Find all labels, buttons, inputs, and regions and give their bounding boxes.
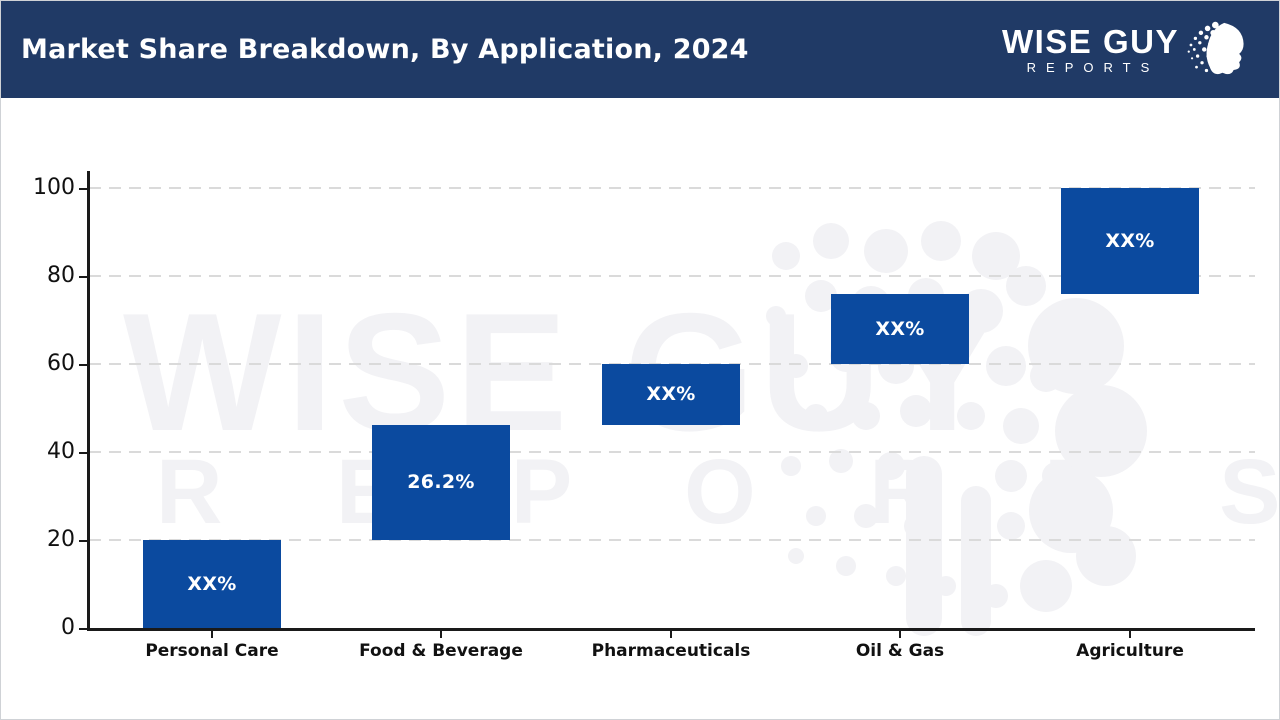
logo-subtitle: REPORTS — [1026, 59, 1160, 75]
y-axis-line — [87, 171, 90, 631]
bar-value-label: XX% — [187, 573, 237, 595]
x-axis-tick — [440, 631, 442, 638]
bar-agriculture: XX% — [1061, 188, 1199, 294]
page-title: Market Share Breakdown, By Application, … — [21, 34, 749, 65]
header-bar: Market Share Breakdown, By Application, … — [1, 1, 1279, 98]
logo-text: WISE GUY REPORTS — [1001, 22, 1179, 75]
x-axis-category-label: Food & Beverage — [359, 641, 523, 661]
x-axis-tick — [211, 631, 213, 638]
y-axis-tick — [79, 452, 87, 454]
bar-food-beverage: 26.2% — [372, 424, 510, 540]
bar-value-label: XX% — [646, 383, 696, 406]
x-axis-tick — [899, 631, 901, 638]
x-axis-category-label: Agriculture — [1076, 641, 1184, 661]
y-axis-tick — [79, 628, 87, 630]
gridline — [89, 275, 1255, 277]
x-axis-line — [87, 628, 1255, 631]
x-axis-category-label: Pharmaceuticals — [591, 641, 751, 661]
bar-value-label: XX% — [875, 317, 925, 340]
bar-value-label: 26.2% — [407, 471, 475, 494]
wise-guy-reports-logo: WISE GUY REPORTS — [1002, 15, 1253, 85]
y-axis-tick — [79, 188, 87, 190]
y-axis-tick — [79, 276, 87, 278]
bar-personal-care: XX% — [143, 540, 281, 628]
gridline — [89, 451, 1255, 453]
x-axis-category-label: Personal Care — [145, 641, 279, 661]
x-axis-category-label: Oil & Gas — [855, 641, 945, 661]
y-axis-tick-label: 100 — [33, 175, 75, 200]
y-axis-tick-label: 40 — [47, 439, 75, 464]
y-axis-tick — [79, 540, 87, 542]
y-axis-tick-label: 60 — [47, 351, 75, 376]
x-axis-tick — [670, 631, 672, 638]
logo-face-icon — [1187, 21, 1244, 74]
chart-canvas: WISE GUY R E P O R T S — [1, 98, 1279, 719]
bar-oil-gas: XX% — [831, 293, 969, 364]
gridline — [89, 539, 1255, 541]
bar-value-label: XX% — [1105, 229, 1155, 252]
gridline — [89, 187, 1255, 189]
bar-pharmaceuticals: XX% — [602, 364, 740, 425]
y-axis-tick-label: 80 — [47, 263, 75, 288]
y-axis-tick-label: 0 — [61, 615, 75, 640]
x-axis-tick — [1129, 631, 1131, 638]
logo-wordmark: WISE GUY — [1001, 22, 1179, 60]
y-axis-tick-label: 20 — [47, 527, 75, 552]
y-axis-tick — [79, 364, 87, 366]
